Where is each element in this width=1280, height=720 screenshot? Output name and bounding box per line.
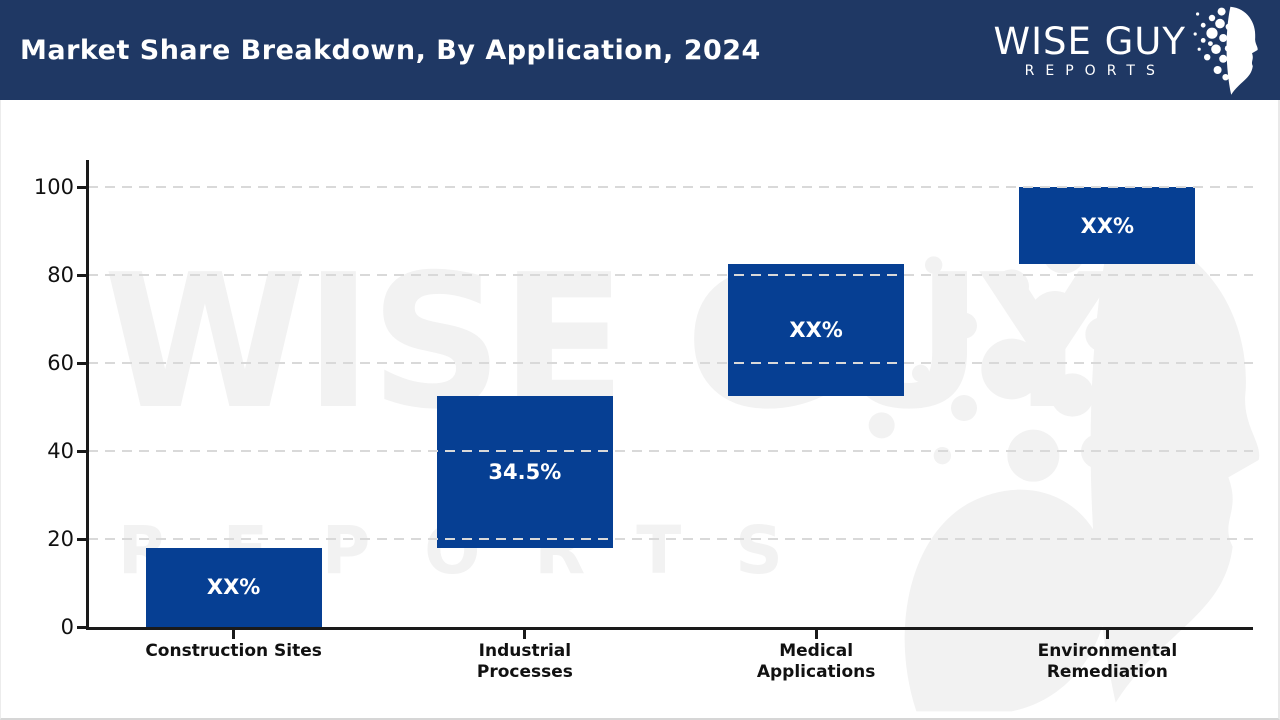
x-tick-mark	[232, 630, 236, 639]
y-axis-line	[86, 160, 89, 630]
gridline-20	[88, 538, 1253, 540]
logo-head-icon	[1193, 6, 1258, 95]
y-tick-mark	[77, 361, 87, 365]
bar-construction-sites: XX%	[145, 547, 322, 627]
y-tick-mark	[77, 449, 87, 453]
x-tick-mark	[814, 630, 818, 639]
bar-industrial-processes: 34.5%	[436, 396, 613, 548]
x-tick-mark	[1105, 630, 1109, 639]
chart-area: WISE GUY REPORTS 0 20 40 60 80 100 XX% Construc…	[0, 100, 1280, 720]
x-axis-line	[86, 627, 1253, 630]
y-tick-mark	[77, 273, 87, 277]
y-tick-label: 100	[33, 175, 74, 199]
category-label: Medical Applications	[756, 641, 876, 682]
wise-guy-reports-logo: WISE GUY REPORTS	[994, 2, 1280, 98]
chart-title: Market Share Breakdown, By Application, …	[20, 34, 761, 66]
gridline-60	[88, 362, 1253, 364]
bar-environmental-remediation: XX%	[1019, 187, 1196, 264]
y-tick-mark	[77, 537, 87, 541]
y-tick-mark	[77, 185, 87, 189]
x-tick-mark	[523, 630, 527, 639]
watermark-head-icon	[868, 226, 1260, 712]
y-tick-label: 80	[47, 263, 74, 287]
gridline-100	[88, 186, 1253, 188]
gridline-40	[88, 450, 1253, 452]
bar-value-label: 34.5%	[488, 459, 562, 484]
gridline-80	[88, 274, 1253, 276]
bar-value-label: XX%	[789, 318, 843, 342]
y-tick-label: 40	[47, 439, 74, 463]
category-label: Construction Sites	[145, 641, 322, 661]
logo-subtitle: REPORTS	[1024, 62, 1166, 79]
y-tick-label: 60	[47, 351, 74, 375]
bar-medical-applications: XX%	[728, 264, 905, 396]
category-label: Industrial Processes	[476, 641, 573, 682]
y-tick-mark	[77, 625, 87, 629]
y-tick-label: 20	[47, 527, 74, 551]
category-label: Environmental Remediation	[1037, 641, 1178, 682]
logo-wordmark: WISE GUY	[993, 19, 1186, 63]
y-tick-label: 0	[60, 615, 74, 639]
logo-text: WISE GUY REPORTS	[994, 23, 1186, 78]
header-bar: Market Share Breakdown, By Application, …	[0, 0, 1280, 100]
bar-value-label: XX%	[1080, 213, 1135, 238]
bar-value-label: XX%	[206, 575, 261, 600]
